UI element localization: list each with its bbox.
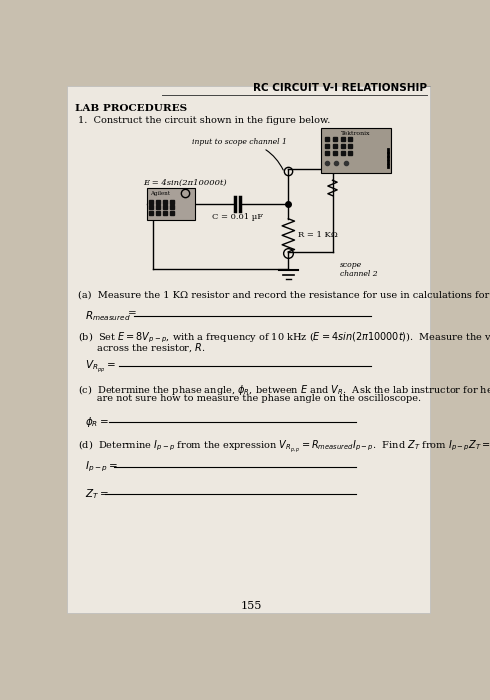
Text: are not sure how to measure the phase angle on the oscilloscope.: are not sure how to measure the phase an…	[78, 393, 421, 402]
Text: Tektronix: Tektronix	[341, 131, 370, 136]
Text: (c)  Determine the phase angle, $\phi_R$, between $E$ and $V_R$.  Ask the lab in: (c) Determine the phase angle, $\phi_R$,…	[78, 383, 490, 397]
Text: (b)  Set $E = 8V_{p-p}$, with a frequency of 10 kHz ($E = 4sin(2π10000t)$).  Mea: (b) Set $E = 8V_{p-p}$, with a frequency…	[78, 330, 490, 345]
Text: LAB PROCEDURES: LAB PROCEDURES	[75, 104, 187, 113]
Text: $Z_T =$: $Z_T =$	[84, 487, 108, 501]
Bar	[147, 188, 195, 220]
Text: $I_{p-p} =$: $I_{p-p} =$	[84, 460, 118, 474]
Text: (d)  Determine $I_{p-p}$ from the expression $V_{R_{p,p}} = R_{measured}I_{p-p}$: (d) Determine $I_{p-p}$ from the express…	[78, 439, 490, 455]
Bar	[321, 128, 391, 172]
Text: input to scope channel 1: input to scope channel 1	[192, 138, 287, 170]
Text: 1.  Construct the circuit shown in the figure below.: 1. Construct the circuit shown in the fi…	[78, 116, 331, 125]
Text: Agilent: Agilent	[149, 191, 170, 196]
Text: E = 4sin(2π10000t): E = 4sin(2π10000t)	[143, 178, 226, 186]
Text: $V_{R_{pp}}=$: $V_{R_{pp}}=$	[84, 359, 115, 375]
Text: scope
channel 2: scope channel 2	[340, 261, 378, 279]
Text: across the resistor, $R$.: across the resistor, $R$.	[78, 341, 206, 354]
Text: 155: 155	[241, 601, 262, 611]
Text: R = 1 KΩ: R = 1 KΩ	[298, 231, 338, 239]
Text: (a)  Measure the 1 KΩ resistor and record the resistance for use in calculations: (a) Measure the 1 KΩ resistor and record…	[78, 290, 490, 300]
Text: RC CIRCUIT V-I RELATIONSHIP: RC CIRCUIT V-I RELATIONSHIP	[253, 83, 427, 93]
Text: $R_{measured}$: $R_{measured}$	[84, 309, 130, 323]
Text: $\phi_R =$: $\phi_R =$	[84, 415, 108, 429]
Text: C = 0.01 µF: C = 0.01 µF	[212, 214, 263, 221]
Text: =: =	[128, 309, 137, 318]
